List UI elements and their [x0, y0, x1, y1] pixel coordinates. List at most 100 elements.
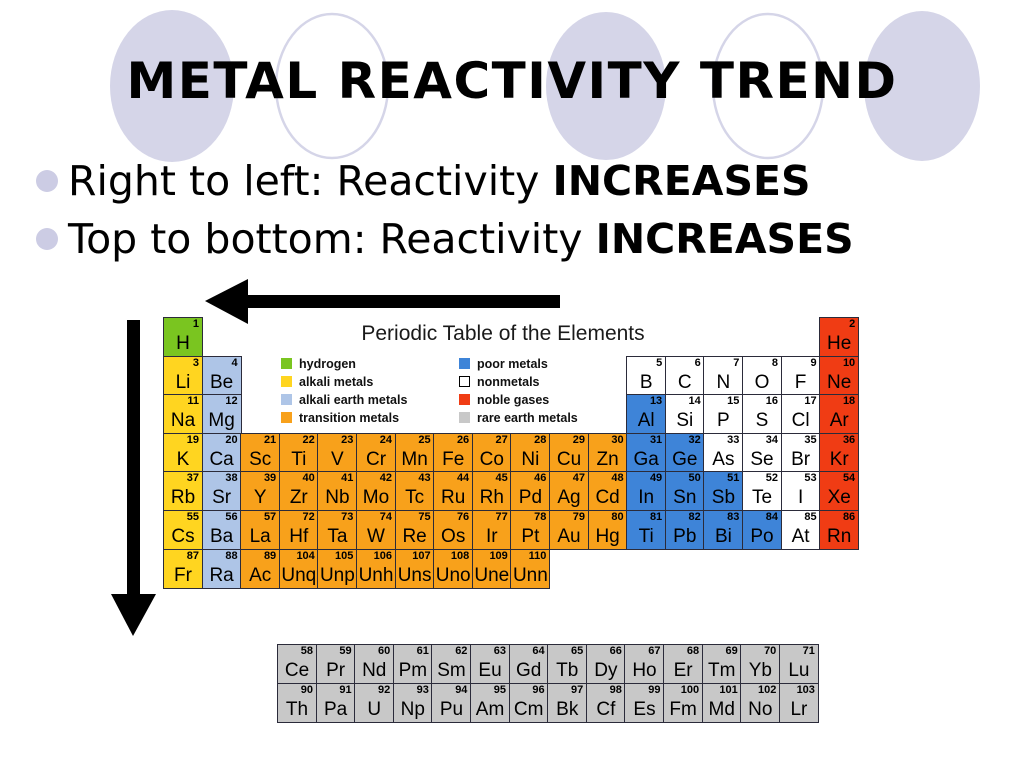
element-cell-fe: 26 Fe: [433, 432, 474, 473]
element-symbol: Co: [479, 448, 504, 470]
element-cell-uns: 107 Uns: [394, 548, 435, 589]
element-cell-unp: 105 Unp: [317, 548, 358, 589]
element-cell-ca: 20 Ca: [201, 432, 242, 473]
element-symbol: Pr: [326, 660, 346, 681]
element-cell-co: 27 Co: [471, 432, 512, 473]
element-cell-yb: 70 Yb: [740, 644, 781, 684]
atomic-number: 11: [187, 395, 199, 408]
legend-label: poor metals: [477, 356, 548, 371]
atomic-number: 70: [764, 645, 777, 657]
element-cell-nb: 41 Nb: [317, 471, 358, 512]
atomic-number: 78: [534, 511, 547, 523]
atomic-number: 95: [493, 683, 507, 696]
atomic-number: 36: [842, 433, 856, 446]
atomic-number: 33: [727, 433, 740, 446]
element-symbol: O: [754, 371, 770, 393]
element-cell-rh: 45 Rh: [471, 471, 512, 512]
element-symbol: Unh: [358, 564, 394, 586]
atomic-number: 16: [765, 395, 778, 408]
legend-item-noble-gases: noble gases: [459, 391, 578, 408]
element-symbol: Ca: [209, 448, 234, 470]
atomic-number: 48: [611, 472, 624, 485]
legend-swatch-icon: [459, 358, 470, 369]
periodic-table-grid: Periodic Table of the Elements hydrogen a…: [163, 317, 863, 642]
element-symbol: Unq: [281, 564, 317, 586]
element-symbol: Pd: [518, 487, 543, 509]
atomic-number: 85: [804, 511, 817, 523]
element-cell-cs: 55 Cs: [163, 510, 203, 550]
element-symbol: Ag: [557, 487, 581, 509]
legend-swatch-icon: [281, 394, 292, 405]
legend-label: nonmetals: [477, 374, 540, 389]
atomic-number: 2: [849, 318, 856, 330]
element-cell-s: 16 S: [742, 394, 782, 435]
element-symbol: Sr: [212, 487, 232, 509]
element-cell-cu: 29 Cu: [549, 432, 589, 473]
element-cell-bk: 97 Bk: [547, 682, 588, 723]
atomic-number: 32: [688, 433, 701, 446]
atomic-number: 15: [727, 395, 740, 408]
element-symbol: Mn: [401, 448, 428, 470]
legend-item-nonmetals: nonmetals: [459, 373, 578, 390]
element-cell-unh: 106 Unh: [356, 548, 396, 589]
atomic-number: 109: [489, 549, 508, 562]
element-cell-lr: 103 Lr: [778, 682, 819, 723]
element-cell-zr: 40 Zr: [278, 471, 319, 512]
element-symbol: K: [176, 448, 190, 470]
atomic-number: 43: [418, 472, 431, 485]
element-cell-ag: 47 Ag: [549, 471, 589, 512]
element-cell-be: 4 Be: [201, 355, 242, 396]
element-cell-gd: 64 Gd: [508, 644, 549, 684]
element-cell-no: 102 No: [740, 682, 781, 723]
element-cell-hf: 72 Hf: [278, 510, 319, 550]
atomic-number: 101: [719, 683, 738, 696]
atomic-number: 79: [572, 511, 585, 523]
atomic-number: 3: [192, 356, 199, 369]
element-symbol: W: [367, 526, 385, 547]
atomic-number: 104: [296, 549, 315, 562]
element-symbol: Pa: [323, 698, 348, 720]
element-cell-pa: 91 Pa: [315, 682, 356, 723]
element-cell-te: 52 Te: [742, 471, 782, 512]
element-symbol: Bk: [556, 698, 579, 720]
atomic-number: 66: [609, 645, 622, 657]
atomic-number: 103: [796, 683, 815, 696]
atomic-number: 1: [192, 318, 199, 330]
element-cell-rb: 37 Rb: [163, 471, 203, 512]
atomic-number: 97: [571, 683, 584, 696]
atomic-number: 49: [649, 472, 663, 485]
element-symbol: Yb: [748, 660, 772, 681]
element-cell-i: 53 I: [780, 471, 821, 512]
element-symbol: Fm: [669, 698, 697, 720]
atomic-number: 110: [528, 549, 547, 562]
element-symbol: Am: [475, 698, 505, 720]
element-cell-zn: 30 Zn: [587, 432, 628, 473]
element-symbol: Ac: [249, 564, 272, 586]
element-symbol: Ne: [827, 371, 852, 393]
element-cell-li: 3 Li: [163, 355, 203, 396]
element-cell-xe: 54 Xe: [819, 471, 860, 512]
element-symbol: Lr: [790, 698, 808, 720]
element-symbol: Ni: [521, 448, 540, 470]
element-cell-ga: 31 Ga: [626, 432, 667, 473]
element-cell-si: 14 Si: [664, 394, 705, 435]
atomic-number: 71: [802, 645, 815, 657]
element-symbol: Cm: [513, 698, 544, 720]
element-symbol: P: [717, 410, 730, 432]
bullet-plain-1: Right to left: Reactivity: [68, 156, 553, 205]
element-cell-au: 79 Au: [549, 510, 589, 550]
atomic-number: 57: [263, 511, 277, 523]
atomic-number: 94: [455, 683, 468, 696]
element-symbol: Li: [175, 371, 191, 393]
element-symbol: Ra: [209, 564, 234, 586]
element-symbol: Dy: [594, 660, 618, 681]
element-cell-fr: 87 Fr: [163, 548, 203, 589]
element-symbol: Na: [170, 410, 196, 432]
element-symbol: Md: [708, 698, 735, 720]
element-symbol: Lu: [788, 660, 810, 681]
atomic-number: 90: [300, 683, 313, 696]
atomic-number: 4: [231, 356, 238, 369]
atomic-number: 12: [225, 395, 238, 408]
bullet-plain-2: Top to bottom: Reactivity: [68, 214, 596, 263]
element-symbol: Cr: [365, 448, 387, 470]
